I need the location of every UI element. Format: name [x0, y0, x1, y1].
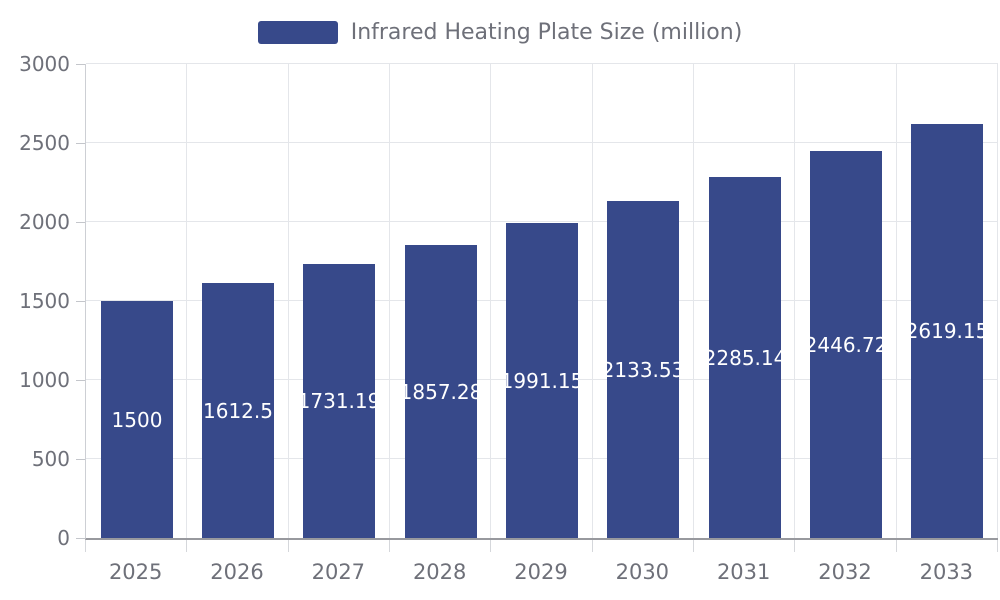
y-gridline — [86, 142, 998, 143]
y-gridline — [86, 63, 998, 64]
x-axis-tick — [997, 540, 998, 552]
x-axis-tick — [490, 540, 491, 552]
x-axis-tick — [592, 540, 593, 552]
x-axis-label: 2033 — [919, 560, 974, 584]
x-axis-tick — [693, 540, 694, 552]
x-axis-label: 2031 — [716, 560, 771, 584]
bar[interactable]: 2446.72 — [810, 151, 882, 538]
x-gridline — [997, 64, 998, 538]
bar-value-label: 1857.28 — [405, 379, 477, 404]
bar-value-label: 1612.5 — [203, 398, 273, 423]
x-axis-label: 2030 — [615, 560, 670, 584]
y-axis-tick — [76, 538, 85, 539]
bar[interactable]: 1731.19 — [303, 264, 375, 538]
x-axis-label: 2032 — [818, 560, 872, 584]
x-axis-label: 2028 — [412, 560, 467, 584]
bar[interactable]: 1612.5 — [202, 283, 274, 538]
y-axis-label: 0 — [57, 526, 70, 550]
y-axis-tick — [76, 143, 85, 144]
y-axis-label: 3000 — [19, 52, 70, 76]
x-gridline — [186, 64, 187, 538]
x-axis-label: 2026 — [210, 560, 264, 584]
x-gridline — [389, 64, 390, 538]
bar-value-label: 2133.53 — [607, 357, 679, 382]
x-axis-label: 2025 — [108, 560, 163, 584]
y-axis-label: 1000 — [19, 368, 70, 392]
y-gridline — [86, 221, 998, 222]
bar-value-label: 2446.72 — [810, 332, 882, 357]
y-axis-tick — [76, 380, 85, 381]
x-axis-label: 2027 — [311, 560, 366, 584]
x-gridline — [896, 64, 897, 538]
x-axis-tick — [896, 540, 897, 552]
legend[interactable]: Infrared Heating Plate Size (million) — [0, 18, 1000, 46]
bar[interactable]: 2285.14 — [709, 177, 781, 538]
bar-value-label: 1731.19 — [303, 389, 375, 413]
x-axis-tick — [186, 540, 187, 552]
bar-value-label: 2619.15 — [911, 319, 983, 343]
x-axis-tick — [288, 540, 289, 552]
bar-value-label: 1500 — [111, 407, 163, 432]
bar[interactable]: 1857.28 — [405, 245, 477, 538]
x-gridline — [288, 64, 289, 538]
x-axis-tick — [794, 540, 795, 552]
x-gridline — [490, 64, 491, 538]
y-axis-tick — [76, 222, 85, 223]
bar[interactable]: 2133.53 — [607, 201, 679, 538]
bar-value-label: 1991.15 — [506, 368, 578, 393]
bar-value-label: 2285.14 — [709, 345, 781, 370]
x-axis-label: 2029 — [514, 560, 568, 584]
legend-swatch — [257, 20, 338, 44]
x-gridline — [693, 64, 694, 538]
x-axis-tick — [85, 540, 86, 552]
y-axis-tick — [76, 301, 85, 302]
x-axis-tick — [389, 540, 390, 552]
bar[interactable]: 1991.15 — [506, 223, 578, 538]
y-axis-tick — [76, 459, 85, 460]
x-gridline — [592, 64, 593, 538]
x-gridline — [794, 64, 795, 538]
plot-area: 1500 1612.5 1731.19 1857.28 1991.15 2133.53 22… — [85, 63, 998, 540]
y-axis-label: 500 — [31, 447, 70, 471]
y-axis-label: 2500 — [19, 131, 70, 155]
y-axis-label: 2000 — [19, 210, 70, 234]
y-axis-tick — [76, 64, 85, 65]
bar[interactable]: 1500 — [101, 301, 173, 538]
legend-label: Infrared Heating Plate Size (million) — [350, 19, 743, 45]
y-axis-label: 1500 — [19, 289, 70, 313]
bar[interactable]: 2619.15 — [911, 124, 983, 538]
